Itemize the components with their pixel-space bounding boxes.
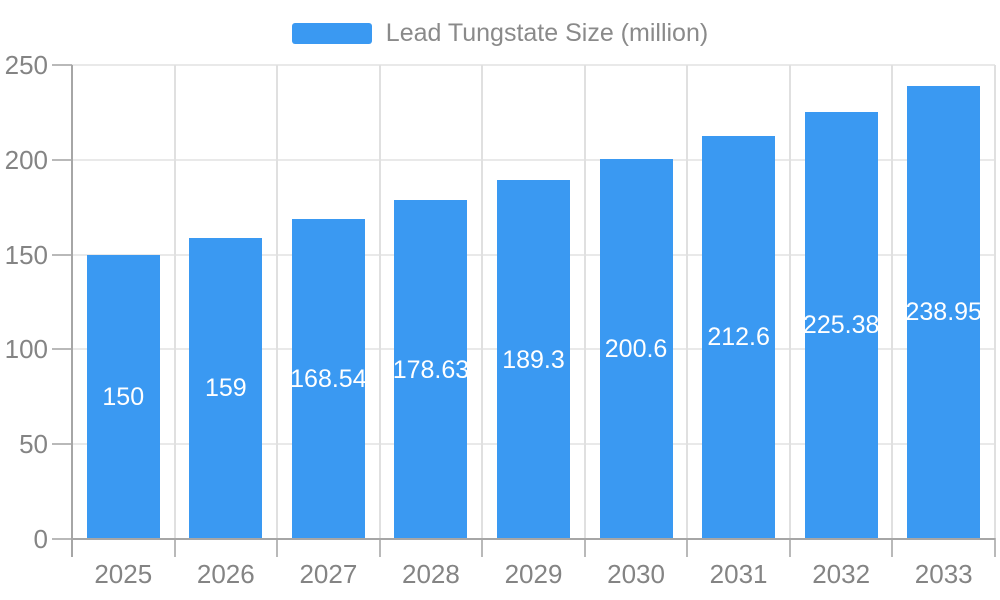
x-axis-tick — [276, 538, 279, 557]
x-tick-label: 2032 — [812, 559, 871, 589]
v-gridline — [276, 65, 279, 539]
x-tick-label: 2029 — [504, 559, 563, 589]
y-axis-tick — [52, 538, 72, 540]
y-tick-label: 150 — [4, 239, 48, 270]
bar[interactable] — [394, 200, 468, 538]
x-axis-tick — [173, 538, 176, 557]
bar[interactable] — [189, 237, 263, 538]
x-axis-tick — [891, 538, 894, 557]
x-axis-tick — [788, 538, 791, 557]
legend-swatch — [291, 23, 372, 44]
x-axis-tick — [686, 538, 689, 557]
y-tick-label: 250 — [4, 50, 48, 80]
x-tick-label: 2033 — [914, 559, 973, 589]
v-gridline — [686, 65, 689, 539]
y-axis-tick — [52, 348, 72, 351]
x-axis-line — [71, 538, 995, 540]
v-gridline — [173, 65, 176, 539]
y-axis-tick — [52, 443, 72, 446]
y-axis-tick — [52, 158, 72, 161]
x-tick-label: 2026 — [196, 559, 255, 589]
x-axis-tick — [994, 538, 996, 557]
chart-legend[interactable]: Lead Tungstate Size (million) — [0, 19, 1000, 48]
y-tick-label: 200 — [4, 144, 48, 175]
legend-label: Lead Tungstate Size (million) — [385, 19, 709, 47]
bar[interactable] — [291, 219, 365, 538]
bar[interactable] — [599, 158, 673, 538]
y-axis-line — [71, 65, 73, 557]
y-tick-label: 50 — [19, 429, 48, 460]
x-tick-label: 2025 — [94, 559, 153, 589]
x-axis-tick — [481, 538, 484, 557]
x-axis-tick — [378, 538, 381, 557]
h-gridline — [72, 64, 995, 66]
bar[interactable] — [907, 85, 981, 538]
v-gridline — [378, 65, 381, 539]
v-gridline — [583, 65, 586, 539]
y-axis-tick — [52, 253, 72, 256]
bar[interactable] — [86, 254, 160, 538]
y-axis-tick — [52, 64, 72, 66]
v-gridline — [788, 65, 791, 539]
v-gridline — [481, 65, 484, 539]
y-tick-label: 100 — [4, 334, 48, 365]
x-axis-tick — [583, 538, 586, 557]
x-tick-label: 2030 — [607, 559, 665, 589]
y-tick-label: 0 — [33, 524, 48, 554]
x-tick-label: 2027 — [299, 559, 358, 589]
bar[interactable] — [702, 135, 776, 538]
h-gridline — [72, 158, 995, 161]
bar[interactable] — [804, 111, 878, 538]
v-gridline — [891, 65, 894, 539]
x-tick-label: 2031 — [709, 559, 768, 589]
bar[interactable] — [497, 180, 570, 538]
v-gridline — [994, 65, 996, 539]
x-tick-label: 2028 — [402, 559, 460, 589]
